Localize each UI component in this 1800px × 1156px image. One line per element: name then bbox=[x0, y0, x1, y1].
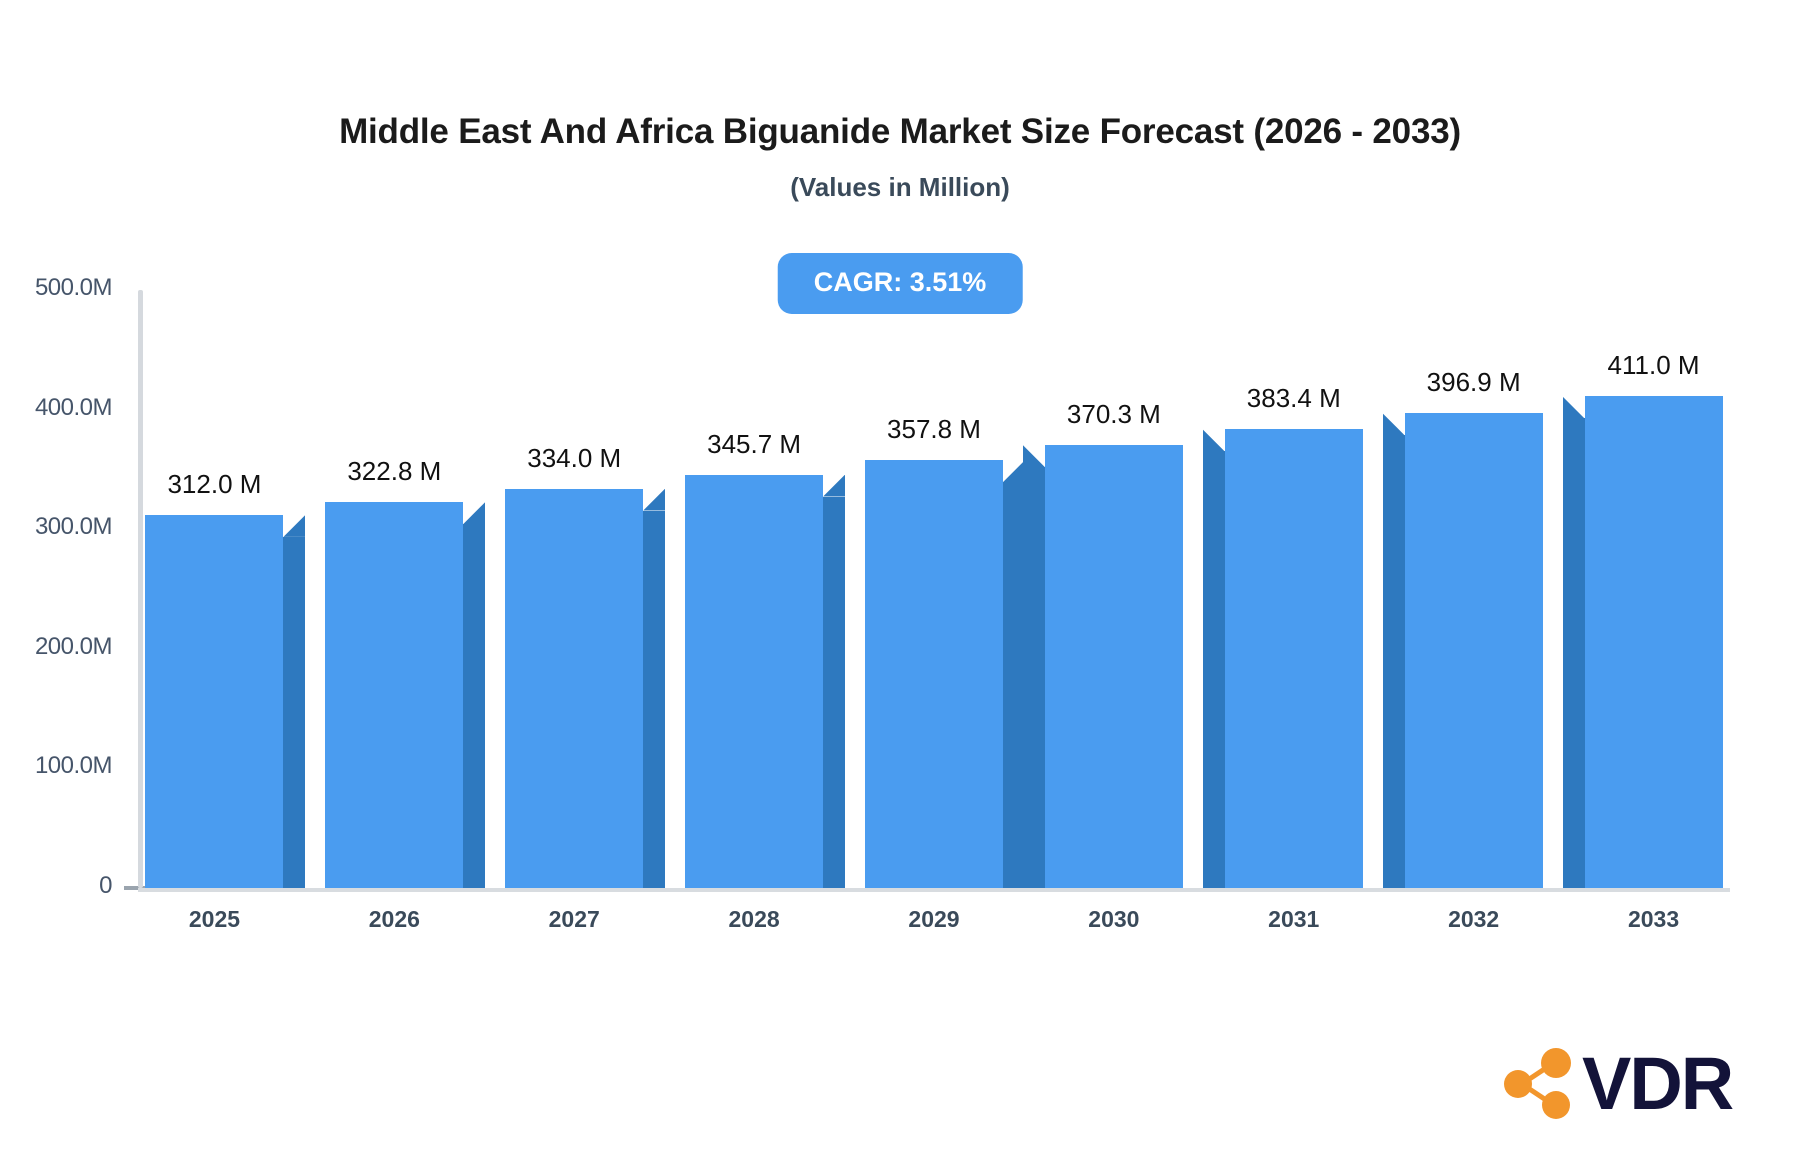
y-axis-tick-label: 200.0M bbox=[34, 632, 113, 660]
bar[interactable]: 383.4 M bbox=[1202, 383, 1363, 888]
bar[interactable]: 370.3 M bbox=[1022, 399, 1183, 888]
bar-side-face bbox=[283, 536, 306, 888]
bar-value-label: 370.3 M bbox=[1066, 399, 1161, 430]
chart-subtitle: (Values in Million) bbox=[790, 172, 1010, 202]
chart-title: Middle East And Africa Biguanide Market … bbox=[339, 112, 1461, 151]
bar-value-label: 357.8 M bbox=[887, 414, 981, 445]
x-axis-tick-label: 2029 bbox=[908, 906, 960, 932]
y-axis-tick-label: 400.0M bbox=[34, 393, 113, 421]
bar-top-face bbox=[283, 514, 306, 537]
bar-top-face bbox=[643, 488, 666, 511]
x-axis-tick-label: 2028 bbox=[728, 906, 780, 932]
bar[interactable]: 322.8 M bbox=[325, 456, 486, 888]
bar-front-face bbox=[1584, 396, 1723, 888]
x-axis-line bbox=[138, 888, 1730, 892]
cagr-badge: CAGR: 3.51% bbox=[777, 253, 1023, 314]
y-axis-tick-label: 0 bbox=[99, 872, 112, 899]
bar-value-label: 411.0 M bbox=[1607, 350, 1700, 381]
bar-side-face bbox=[1202, 451, 1225, 888]
x-axis-tick-label: 2031 bbox=[1268, 906, 1320, 932]
bar-top-face bbox=[1202, 429, 1225, 452]
bar-front-face bbox=[325, 501, 464, 888]
bar-front-face bbox=[145, 514, 284, 888]
bar-top-face bbox=[1003, 460, 1025, 483]
bar-value-label: 383.4 M bbox=[1246, 383, 1341, 414]
y-axis-line bbox=[138, 290, 143, 888]
bar[interactable]: 396.9 M bbox=[1382, 367, 1543, 888]
bar-front-face bbox=[1044, 445, 1183, 888]
bar-side-face bbox=[643, 510, 666, 888]
y-axis-zero-tick bbox=[124, 886, 150, 890]
y-axis-tick-label: 500.0M bbox=[34, 274, 113, 301]
bar-top-face bbox=[823, 474, 846, 497]
bar-top-face bbox=[1562, 396, 1585, 419]
x-axis-tick-label: 2030 bbox=[1088, 906, 1140, 932]
x-axis-tick-label: 2026 bbox=[368, 906, 420, 932]
vdr-logo: VDR bbox=[1500, 1038, 1740, 1130]
bar-side-face bbox=[1003, 482, 1025, 888]
x-axis-tick-label: 2027 bbox=[548, 906, 600, 932]
x-axis-tick-label: 2033 bbox=[1627, 906, 1680, 932]
bar-side-face bbox=[1022, 467, 1045, 888]
bar-side-face bbox=[823, 496, 846, 888]
bar-front-face bbox=[1404, 413, 1543, 888]
y-axis-tick-label: 300.0M bbox=[34, 513, 113, 541]
bar[interactable]: 334.0 M bbox=[505, 443, 666, 888]
bar-front-face bbox=[865, 460, 1003, 888]
bar[interactable]: 357.8 M bbox=[865, 414, 1025, 888]
bar-value-label: 345.7 M bbox=[707, 428, 802, 459]
bar-top-face bbox=[1022, 445, 1045, 468]
bar-value-label: 396.9 M bbox=[1426, 367, 1521, 398]
x-axis-tick-label: 2025 bbox=[188, 906, 241, 932]
bar[interactable]: 312.0 M bbox=[145, 469, 306, 888]
bar-front-face bbox=[505, 488, 644, 888]
y-axis-tick-label: 100.0M bbox=[34, 752, 113, 780]
bar-front-face bbox=[1224, 429, 1363, 888]
bar-value-label: 312.0 M bbox=[167, 468, 262, 499]
logo-wordmark: VDR bbox=[1582, 1042, 1734, 1125]
bar[interactable]: 345.7 M bbox=[685, 429, 846, 888]
x-axis-tick-label: 2032 bbox=[1448, 906, 1500, 932]
bar-side-face bbox=[463, 523, 486, 888]
bar-side-face bbox=[1382, 435, 1405, 888]
bar-top-face bbox=[1382, 413, 1405, 436]
plot-area: 312.0 M 322.8 M 334.0 M 345.7 M 357.8 M 370.3… bbox=[138, 290, 1730, 932]
bar-value-label: 322.8 M bbox=[347, 455, 442, 486]
bar[interactable]: 411.0 M bbox=[1562, 350, 1723, 888]
bar-value-label: 334.0 M bbox=[527, 442, 622, 473]
share-network-icon bbox=[1500, 1047, 1580, 1121]
bar-front-face bbox=[685, 474, 824, 888]
bar-top-face bbox=[463, 501, 486, 524]
bar-side-face bbox=[1562, 418, 1585, 888]
